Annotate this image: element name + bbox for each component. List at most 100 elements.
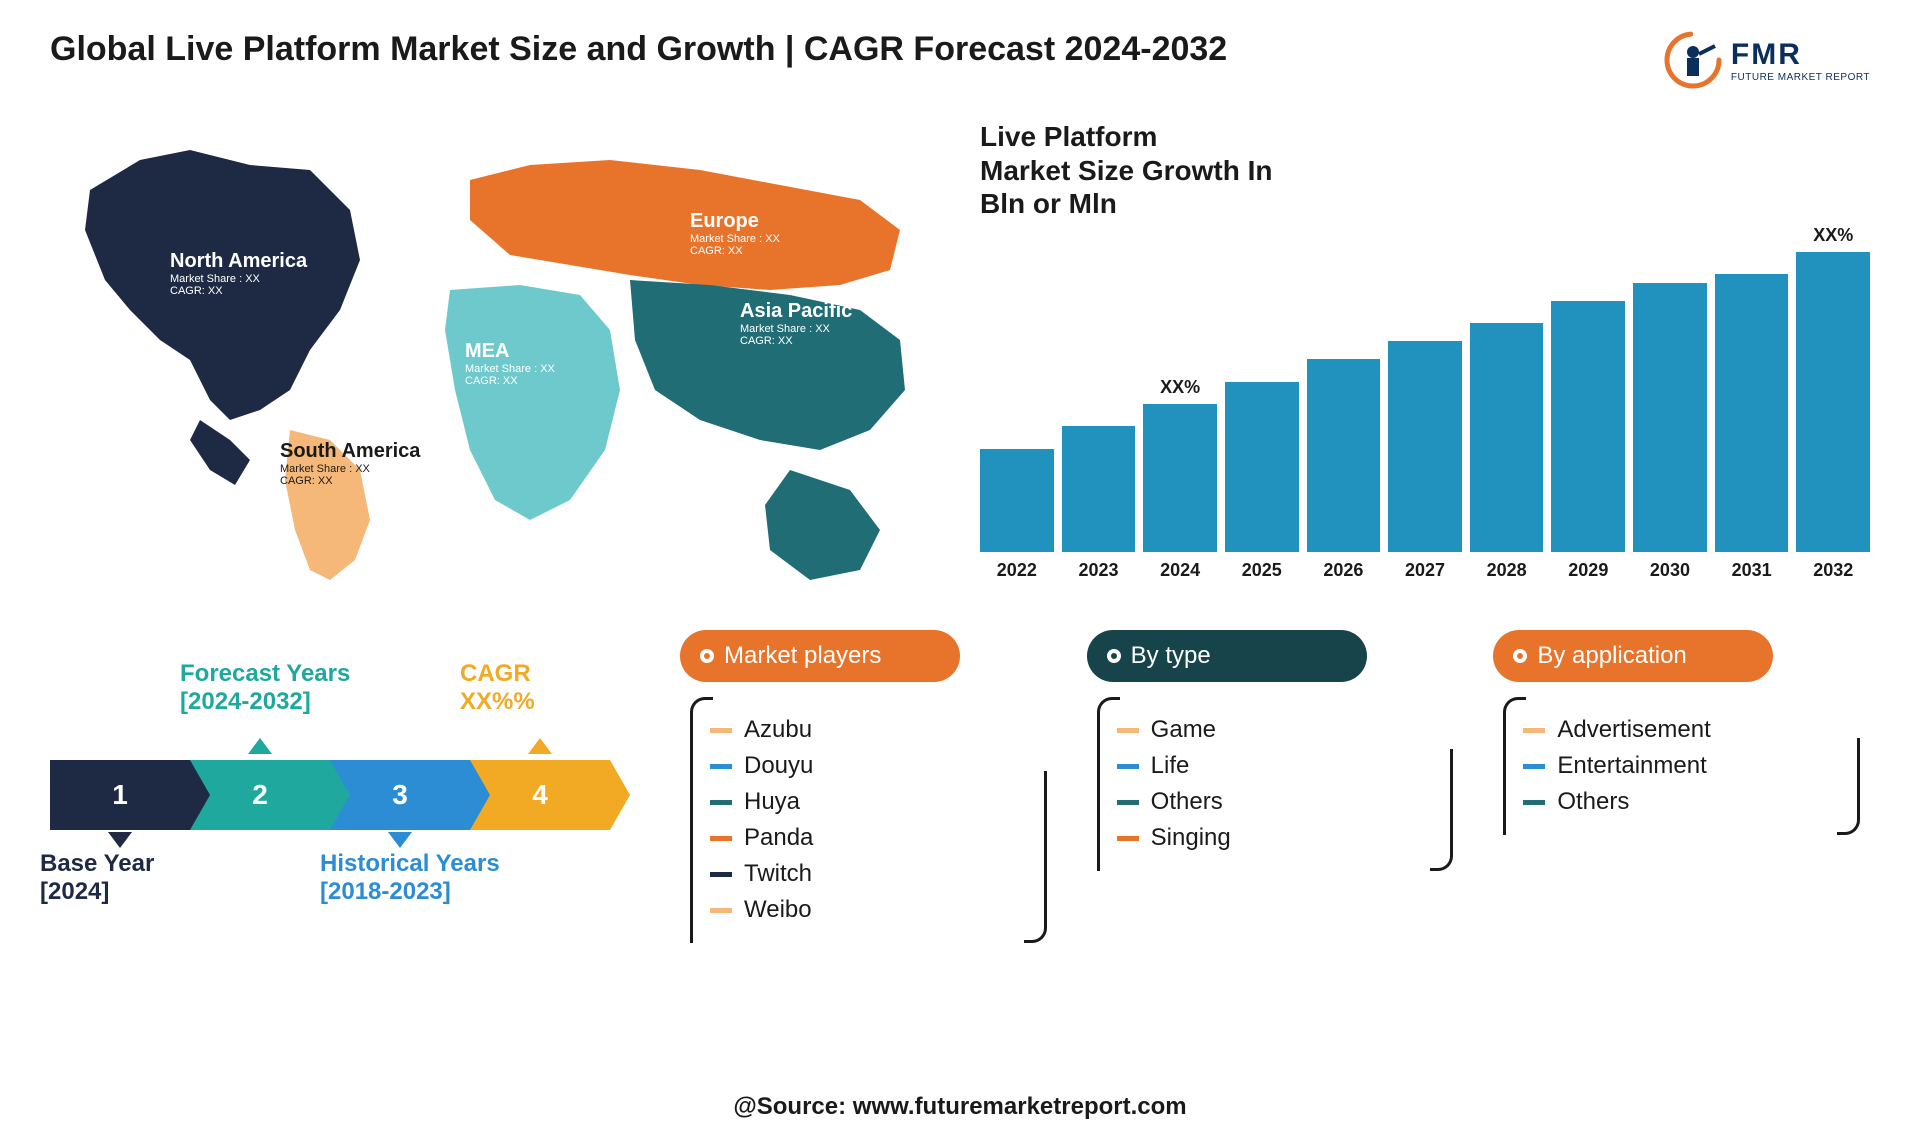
tick-icon <box>1523 728 1545 733</box>
category-column: By typeGameLifeOthersSinging <box>1087 630 1464 950</box>
bar-group: XX%2032 <box>1796 252 1870 581</box>
list-item: Advertisement <box>1523 712 1850 748</box>
list-item: Panda <box>710 820 1037 856</box>
timeline-label: Base Year[2024] <box>40 850 154 906</box>
bar-year-label: 2028 <box>1487 560 1527 581</box>
bar-year-label: 2025 <box>1242 560 1282 581</box>
item-label: Twitch <box>744 860 812 888</box>
bar-year-label: 2024 <box>1160 560 1200 581</box>
bar-group: 2027 <box>1388 341 1462 580</box>
world-map: North AmericaMarket Share : XXCAGR: XXSo… <box>50 110 950 590</box>
bar-year-label: 2030 <box>1650 560 1690 581</box>
bar-group: 2031 <box>1715 274 1789 581</box>
bar-year-label: 2026 <box>1323 560 1363 581</box>
tick-icon <box>710 908 732 913</box>
category-pill: By type <box>1087 630 1367 682</box>
bar-year-label: 2032 <box>1813 560 1853 581</box>
bar <box>1143 404 1217 552</box>
bar-group: 2028 <box>1470 323 1544 580</box>
category-bracket: Azubu DouyuHuya Panda Twitch Weibo <box>680 697 1057 943</box>
list-item: Game <box>1117 712 1444 748</box>
pill-label: Market players <box>724 642 881 670</box>
category-pill: By application <box>1493 630 1773 682</box>
list-item: Azubu <box>710 712 1037 748</box>
list-item: Weibo <box>710 892 1037 928</box>
bar-group: XX%2024 <box>1143 404 1217 581</box>
item-label: Game <box>1151 716 1216 744</box>
map-region-label: EuropeMarket Share : XXCAGR: XX <box>690 210 780 257</box>
tick-icon <box>1523 800 1545 805</box>
item-label: Others <box>1151 788 1223 816</box>
item-label: Others <box>1557 788 1629 816</box>
list-item: Entertainment <box>1523 748 1850 784</box>
tick-icon <box>1117 800 1139 805</box>
category-column: Market players Azubu DouyuHuya Panda Twitch W… <box>680 630 1057 950</box>
timeline-chevron: 2 <box>190 760 330 830</box>
bar-group: 2026 <box>1307 359 1381 581</box>
timeline-triangle-icon <box>528 738 552 754</box>
bar-group: 2022 <box>980 449 1054 581</box>
category-bracket: GameLifeOthersSinging <box>1087 697 1464 871</box>
pill-label: By application <box>1537 642 1686 670</box>
list-item: Life <box>1117 748 1444 784</box>
bar-group: 2029 <box>1551 301 1625 581</box>
item-label: Entertainment <box>1557 752 1706 780</box>
logo: FMR FUTURE MARKET REPORT <box>1663 30 1870 90</box>
map-region-label: Asia PacificMarket Share : XXCAGR: XX <box>740 300 852 347</box>
bar-year-label: 2023 <box>1078 560 1118 581</box>
page-title: Global Live Platform Market Size and Gro… <box>50 30 1227 69</box>
timeline-label: CAGRXX%% <box>460 660 535 716</box>
map-region-label: North AmericaMarket Share : XXCAGR: XX <box>170 250 307 297</box>
bar-year-label: 2027 <box>1405 560 1445 581</box>
bar <box>1551 301 1625 552</box>
tick-icon <box>1523 764 1545 769</box>
bar <box>980 449 1054 552</box>
bar-group: 2030 <box>1633 283 1707 581</box>
item-label: Azubu <box>744 716 812 744</box>
timeline-chevron: 4 <box>470 760 610 830</box>
bar <box>1470 323 1544 551</box>
logo-icon <box>1663 30 1723 90</box>
pill-dot-icon <box>1107 649 1121 663</box>
timeline-triangle-icon <box>108 832 132 848</box>
timeline-chevron: 1 <box>50 760 190 830</box>
category-bracket: Advertisement Entertainment Others <box>1493 697 1870 835</box>
tick-icon <box>710 800 732 805</box>
bar <box>1225 382 1299 552</box>
pill-label: By type <box>1131 642 1211 670</box>
category-pill: Market players <box>680 630 960 682</box>
item-label: Panda <box>744 824 813 852</box>
pill-dot-icon <box>1513 649 1527 663</box>
bar-group: 2023 <box>1062 426 1136 580</box>
tick-icon <box>710 728 732 733</box>
source-attribution: @Source: www.futuremarketreport.com <box>733 1093 1186 1121</box>
bar <box>1715 274 1789 552</box>
tick-icon <box>710 764 732 769</box>
category-column: By application Advertisement Entertainment… <box>1493 630 1870 950</box>
list-item: Others <box>1523 784 1850 820</box>
timeline: 1234 Base Year[2024]Forecast Years[2024-… <box>50 630 650 950</box>
tick-icon <box>1117 836 1139 841</box>
list-item: Huya <box>710 784 1037 820</box>
item-label: Weibo <box>744 896 812 924</box>
bar-chart: 2022 2023 XX%2024 2025 2026 2027 2028 2029 2030 2… <box>980 241 1870 581</box>
bar <box>1633 283 1707 552</box>
logo-sub: FUTURE MARKET REPORT <box>1731 72 1870 83</box>
tick-icon <box>1117 764 1139 769</box>
bar-chart-area: Live PlatformMarket Size Growth InBln or… <box>980 110 1870 590</box>
bar-year-label: 2022 <box>997 560 1037 581</box>
tick-icon <box>710 872 732 877</box>
tick-icon <box>1117 728 1139 733</box>
item-label: Life <box>1151 752 1190 780</box>
logo-fmr: FMR <box>1731 38 1870 72</box>
bar <box>1062 426 1136 551</box>
list-item: Douyu <box>710 748 1037 784</box>
list-item: Twitch <box>710 856 1037 892</box>
bar <box>1796 252 1870 552</box>
bar <box>1388 341 1462 551</box>
tick-icon <box>710 836 732 841</box>
timeline-triangle-icon <box>388 832 412 848</box>
bar-chart-title: Live PlatformMarket Size Growth InBln or… <box>980 120 1380 221</box>
timeline-label: Historical Years[2018-2023] <box>320 850 500 906</box>
map-region-label: MEAMarket Share : XXCAGR: XX <box>465 340 555 387</box>
